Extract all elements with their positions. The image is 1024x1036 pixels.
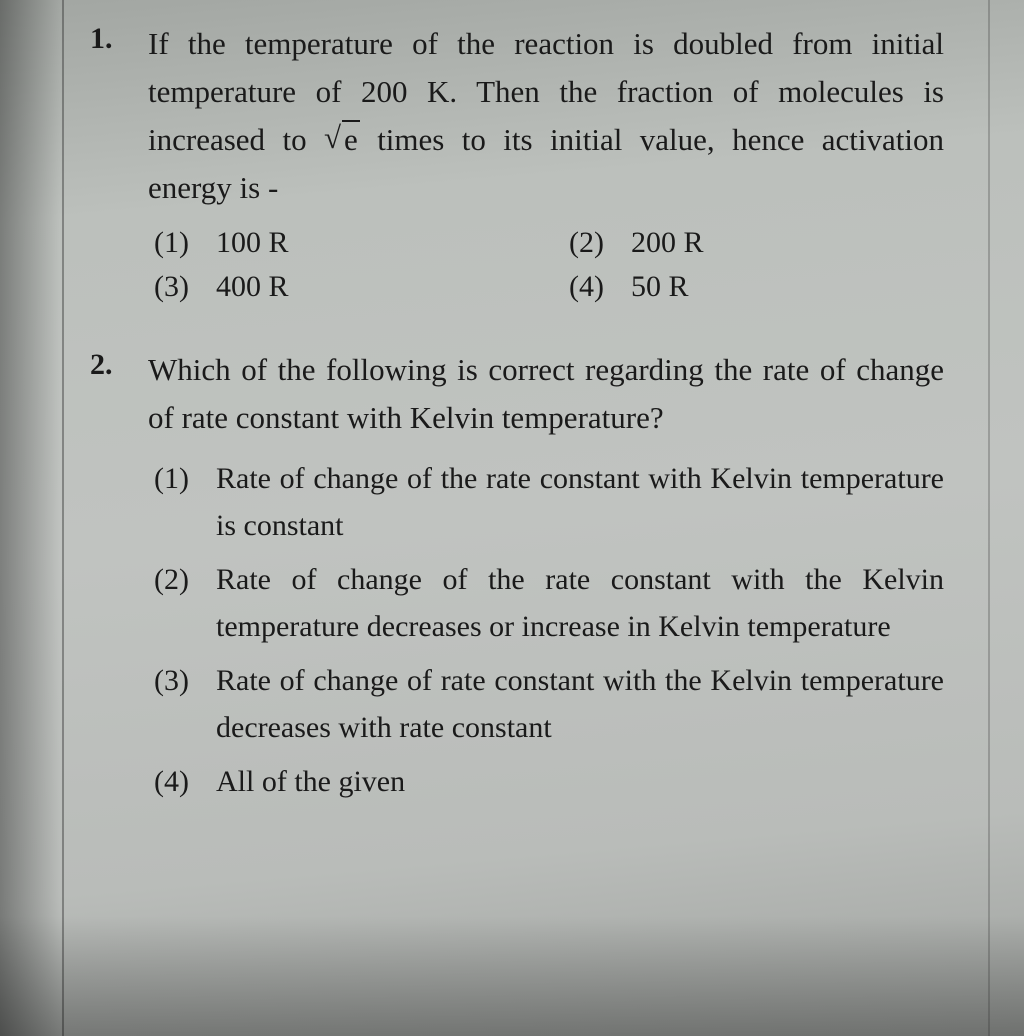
option-text: 100 R	[216, 226, 529, 260]
question-body: Which of the following is correct regard…	[148, 346, 944, 814]
question-body: If the temperature of the reaction is do…	[148, 20, 944, 304]
question-number: 2.	[90, 346, 148, 814]
option-text: Rate of change of the rate constant with…	[216, 557, 944, 650]
document-page: 1. If the temperature of the reaction is…	[0, 0, 1024, 1036]
option-text: Rate of change of rate constant with the…	[216, 658, 944, 751]
option-item: (4) 50 R	[569, 270, 944, 304]
option-number: (1)	[154, 456, 216, 549]
option-text: Rate of change of the rate constant with…	[216, 456, 944, 549]
option-text: 200 R	[631, 226, 944, 260]
page-shadow-bottom	[0, 916, 1024, 1036]
option-item: (1) Rate of change of the rate constant …	[154, 456, 944, 549]
option-item: (3) 400 R	[154, 270, 529, 304]
option-text: All of the given	[216, 759, 944, 806]
option-number: (2)	[569, 226, 631, 260]
option-number: (4)	[154, 759, 216, 806]
options-list: (1) Rate of change of the rate constant …	[148, 456, 944, 806]
question-number: 1.	[90, 20, 148, 304]
radicand: e	[342, 120, 360, 157]
page-shadow-left	[0, 0, 60, 1036]
option-number: (2)	[154, 557, 216, 650]
option-item: (3) Rate of change of rate constant with…	[154, 658, 944, 751]
options-grid: (1) 100 R (2) 200 R (3) 400 R (4) 50 R	[148, 226, 944, 304]
option-text: 400 R	[216, 270, 529, 304]
option-number: (3)	[154, 658, 216, 751]
option-text: 50 R	[631, 270, 944, 304]
option-item: (1) 100 R	[154, 226, 529, 260]
question-block: 1. If the temperature of the reaction is…	[90, 20, 944, 304]
option-item: (2) 200 R	[569, 226, 944, 260]
question-block: 2. Which of the following is correct reg…	[90, 346, 944, 814]
question-stem: Which of the following is correct regard…	[148, 346, 944, 442]
option-number: (1)	[154, 226, 216, 260]
option-item: (2) Rate of change of the rate constant …	[154, 557, 944, 650]
option-item: (4) All of the given	[154, 759, 944, 806]
question-stem: If the temperature of the reaction is do…	[148, 20, 944, 212]
sqrt-expression: e	[324, 116, 360, 164]
option-number: (3)	[154, 270, 216, 304]
option-number: (4)	[569, 270, 631, 304]
